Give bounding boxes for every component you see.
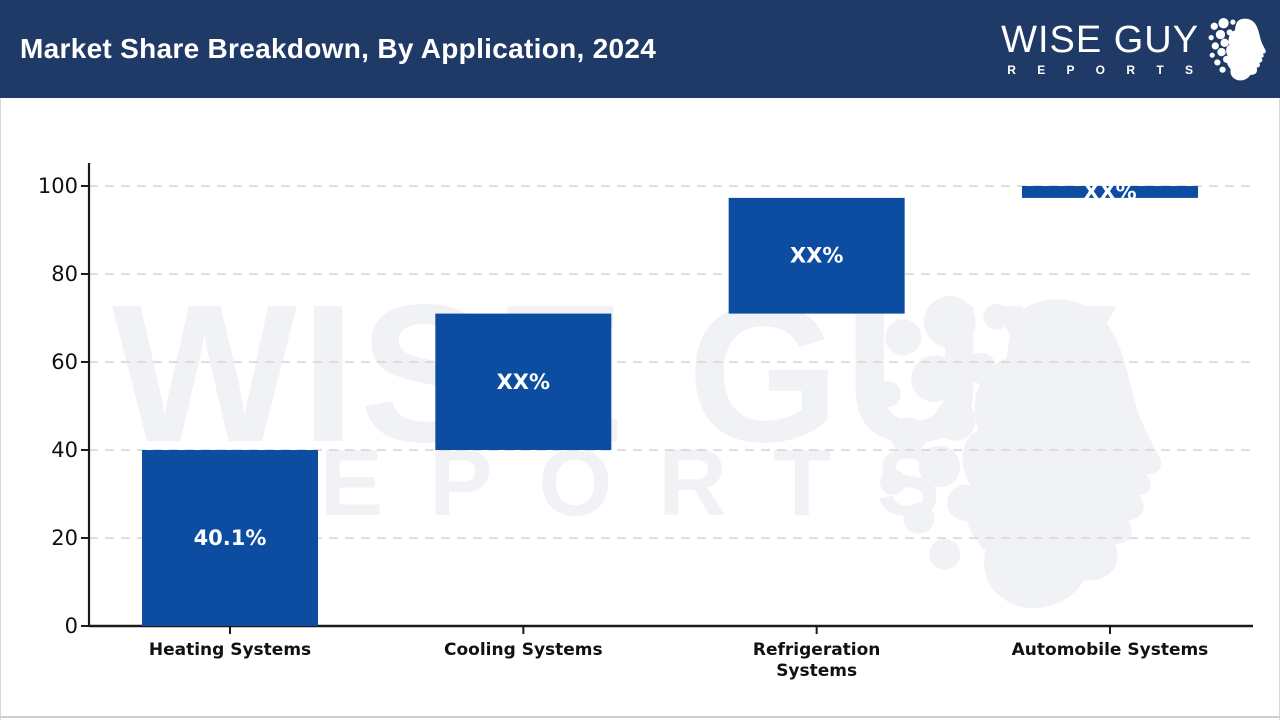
category-label: Heating Systems [149,640,311,660]
y-axis-tick-label: 100 [38,174,78,198]
category-label: Automobile Systems [1012,640,1209,660]
bar-value-label: 40.1% [194,526,267,550]
bar-heating-systems [142,450,318,626]
bar-cooling-systems [435,313,612,450]
logo-wise-guy-text: WISE GUY [1001,19,1200,61]
bottom-border [0,716,1280,718]
background-watermark: WISE GUY REPORTS [0,98,1280,720]
header-bar: Market Share Breakdown, By Application, … [0,0,1280,98]
y-axis-tick-label: 20 [51,526,78,550]
logo-wordmark: WISE GUY R E P O R T S [998,21,1202,77]
bar-value-label: XX% [1083,180,1136,204]
watermark-reports-text: REPORTS [205,430,987,536]
logo-reports-text: R E P O R T S [1007,63,1202,77]
y-axis-tick-label: 60 [51,350,78,374]
bar-value-label: XX% [790,244,843,268]
left-border [0,98,1,720]
bar-automobile-systems [1021,186,1198,198]
category-label: Systems [776,661,857,681]
y-axis-tick-label: 80 [51,262,78,286]
category-label: Refrigeration [753,640,881,660]
bar-refrigeration-systems [728,197,905,314]
wise-guy-reports-logo: WISE GUY R E P O R T S [998,6,1268,92]
y-axis-tick-label: 40 [51,438,78,462]
chart-title: Market Share Breakdown, By Application, … [20,33,657,64]
category-label: Cooling Systems [444,640,603,660]
y-axis-tick-label: 0 [65,614,78,638]
bar-value-label: XX% [497,370,550,394]
